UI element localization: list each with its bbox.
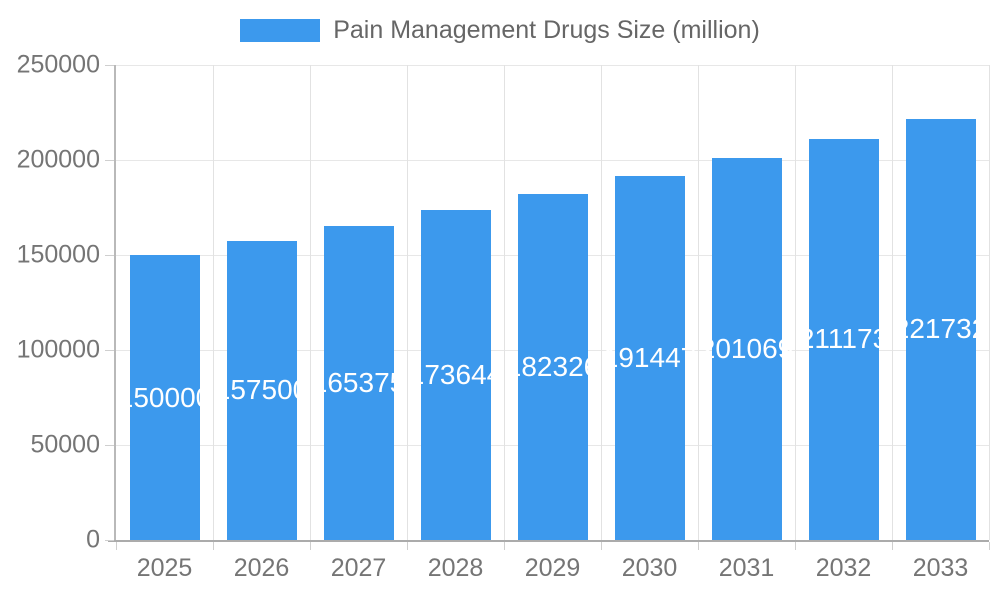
x-axis-label: 2028 bbox=[427, 554, 484, 582]
v-gridline bbox=[794, 65, 796, 540]
bar-value-label: 211173 bbox=[798, 323, 889, 355]
y-axis-tick bbox=[105, 255, 114, 256]
bar-2025[interactable]: 150000 bbox=[118, 255, 211, 540]
x-axis-tick bbox=[115, 542, 117, 550]
chart-legend[interactable]: Pain Management Drugs Size (million) bbox=[0, 16, 1000, 45]
bar-value-label: 191447 bbox=[602, 342, 697, 374]
bar-2028[interactable]: 173644 bbox=[409, 210, 502, 540]
category-band: 221732 2033 bbox=[892, 65, 989, 582]
x-axis-tick bbox=[406, 542, 408, 550]
bar-2027[interactable]: 165375 bbox=[312, 225, 405, 540]
y-axis-tick bbox=[105, 445, 114, 446]
category-band: 191447 2030 bbox=[601, 65, 698, 582]
bar-value-label: 201069 bbox=[699, 332, 794, 364]
category-band: 182326 2029 bbox=[504, 65, 601, 582]
bar-2030[interactable]: 191447 bbox=[603, 176, 696, 540]
x-axis-tick bbox=[794, 542, 796, 550]
x-axis-label: 2032 bbox=[815, 554, 872, 582]
v-gridline bbox=[600, 65, 602, 540]
v-gridline bbox=[891, 65, 893, 540]
v-gridline bbox=[988, 65, 990, 540]
category-band: 165375 2027 bbox=[310, 65, 407, 582]
v-gridline bbox=[503, 65, 505, 540]
legend-series-label: Pain Management Drugs Size (million) bbox=[333, 16, 760, 44]
legend-color-swatch bbox=[240, 19, 321, 42]
x-axis-label: 2026 bbox=[233, 554, 290, 582]
bar-2026[interactable]: 157500 bbox=[215, 240, 308, 540]
x-axis-tick bbox=[988, 542, 990, 550]
bar-value-label: 165375 bbox=[311, 366, 406, 398]
y-axis-label: 50000 bbox=[30, 430, 100, 459]
x-axis-tick bbox=[697, 542, 699, 550]
y-axis-label: 250000 bbox=[16, 50, 100, 79]
bar-value-label: 221732 bbox=[893, 313, 988, 345]
bar-2032[interactable]: 211173 bbox=[799, 138, 888, 540]
x-axis-tick bbox=[503, 542, 505, 550]
x-axis-tick bbox=[600, 542, 602, 550]
category-band: 150000 2025 bbox=[116, 65, 213, 582]
bar-value-label: 150000 bbox=[117, 381, 212, 413]
y-axis-line bbox=[114, 65, 116, 540]
y-axis-tick bbox=[105, 65, 114, 66]
y-axis-label: 150000 bbox=[16, 240, 100, 269]
h-gridline bbox=[116, 160, 989, 161]
category-band: 173644 2028 bbox=[407, 65, 504, 582]
x-axis-tick bbox=[891, 542, 893, 550]
bar-2029[interactable]: 182326 bbox=[506, 193, 599, 540]
x-axis-label: 2031 bbox=[718, 554, 775, 582]
x-axis-label: 2029 bbox=[524, 554, 581, 582]
x-axis-label: 2033 bbox=[912, 554, 969, 582]
h-gridline bbox=[116, 65, 989, 66]
v-gridline bbox=[212, 65, 214, 540]
x-axis-tick bbox=[212, 542, 214, 550]
y-axis-tick bbox=[105, 350, 114, 351]
x-axis-line bbox=[108, 540, 989, 542]
bar-value-label: 173644 bbox=[408, 359, 503, 391]
y-axis-label: 100000 bbox=[16, 335, 100, 364]
x-axis-label: 2027 bbox=[330, 554, 387, 582]
y-axis-tick bbox=[105, 160, 114, 161]
v-gridline bbox=[309, 65, 311, 540]
bar-2033[interactable]: 221732 bbox=[894, 118, 987, 540]
y-axis-label: 0 bbox=[86, 525, 100, 554]
plot-area: 0 50000 100000 150000 200000 250000 150000 2025… bbox=[17, 51, 990, 582]
category-band: 201069 2031 bbox=[698, 65, 795, 582]
y-axis-label: 200000 bbox=[16, 145, 100, 174]
bar-value-label: 157500 bbox=[214, 374, 309, 406]
x-axis-label: 2030 bbox=[621, 554, 678, 582]
bar-2031[interactable]: 201069 bbox=[700, 157, 793, 540]
x-axis-tick bbox=[309, 542, 311, 550]
y-axis-tick bbox=[105, 540, 114, 541]
v-gridline bbox=[406, 65, 408, 540]
category-band: 157500 2026 bbox=[213, 65, 310, 582]
v-gridline bbox=[697, 65, 699, 540]
category-band: 211173 2032 bbox=[795, 65, 892, 582]
bar-value-label: 182326 bbox=[505, 350, 600, 382]
x-axis-label: 2025 bbox=[136, 554, 193, 582]
